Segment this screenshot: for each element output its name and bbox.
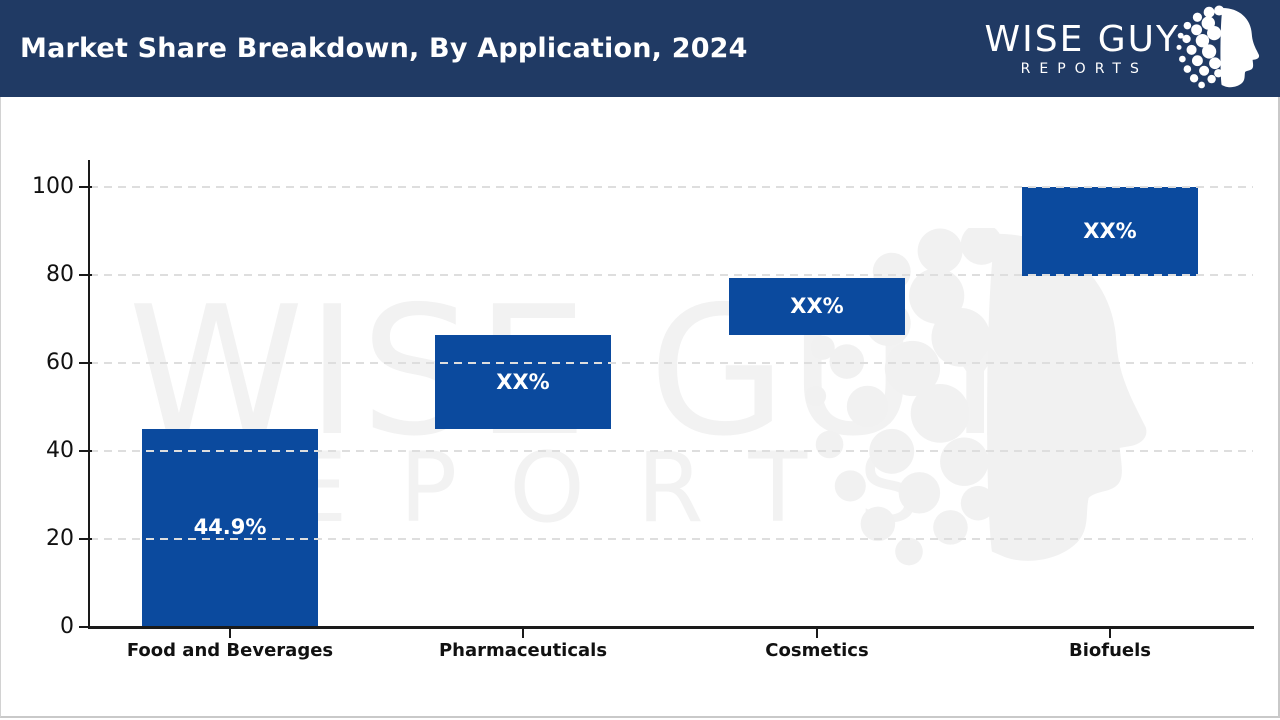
y-gridline [90, 362, 1253, 364]
x-tick-label: Biofuels [1069, 640, 1151, 661]
y-tick-label: 40 [46, 438, 74, 463]
y-tick-mark [79, 186, 92, 188]
logo-line2: REPORTS [1020, 61, 1148, 77]
y-tick-label: 0 [60, 614, 74, 639]
page-title: Market Share Breakdown, By Application, … [20, 33, 748, 64]
y-tick-mark [79, 538, 92, 540]
y-gridline [90, 274, 1253, 276]
x-tick-mark [229, 629, 231, 638]
y-tick-mark [79, 362, 92, 364]
y-tick-mark [79, 450, 92, 452]
y-axis-spine [88, 160, 90, 628]
y-gridline [90, 186, 1253, 188]
bar-value-label: XX% [790, 294, 844, 319]
header-bar: Market Share Breakdown, By Application, … [0, 0, 1280, 97]
y-gridline [90, 538, 1253, 540]
y-tick-mark [79, 274, 92, 276]
x-tick-mark [522, 629, 524, 638]
bar-pharmaceuticals [435, 334, 611, 429]
dotted-head-icon [1176, 5, 1260, 89]
y-tick-label: 80 [46, 262, 74, 287]
y-gridline [90, 450, 1253, 452]
y-tick-label: 60 [46, 350, 74, 375]
x-tick-label: Food and Beverages [126, 640, 334, 661]
bar-food-and-beverages [142, 429, 318, 627]
y-tick-label: 20 [46, 526, 74, 551]
logo-wordmark: WISE GUY REPORTS [984, 19, 1181, 78]
wise-guy-logo: WISE GUY REPORTS [985, 4, 1267, 94]
bar-value-label: 44.9% [193, 515, 267, 540]
x-tick-label: Pharmaceuticals [438, 640, 608, 661]
y-tick-label: 100 [32, 174, 74, 199]
bar-value-label: XX% [496, 369, 550, 394]
logo-line1: WISE GUY [984, 19, 1180, 60]
x-tick-label: Cosmetics [765, 640, 869, 661]
x-axis-spine [88, 626, 1254, 629]
y-tick-mark [79, 626, 92, 628]
bar-value-label: XX% [1083, 219, 1137, 243]
x-tick-mark [1109, 629, 1111, 638]
x-tick-mark [816, 629, 818, 638]
